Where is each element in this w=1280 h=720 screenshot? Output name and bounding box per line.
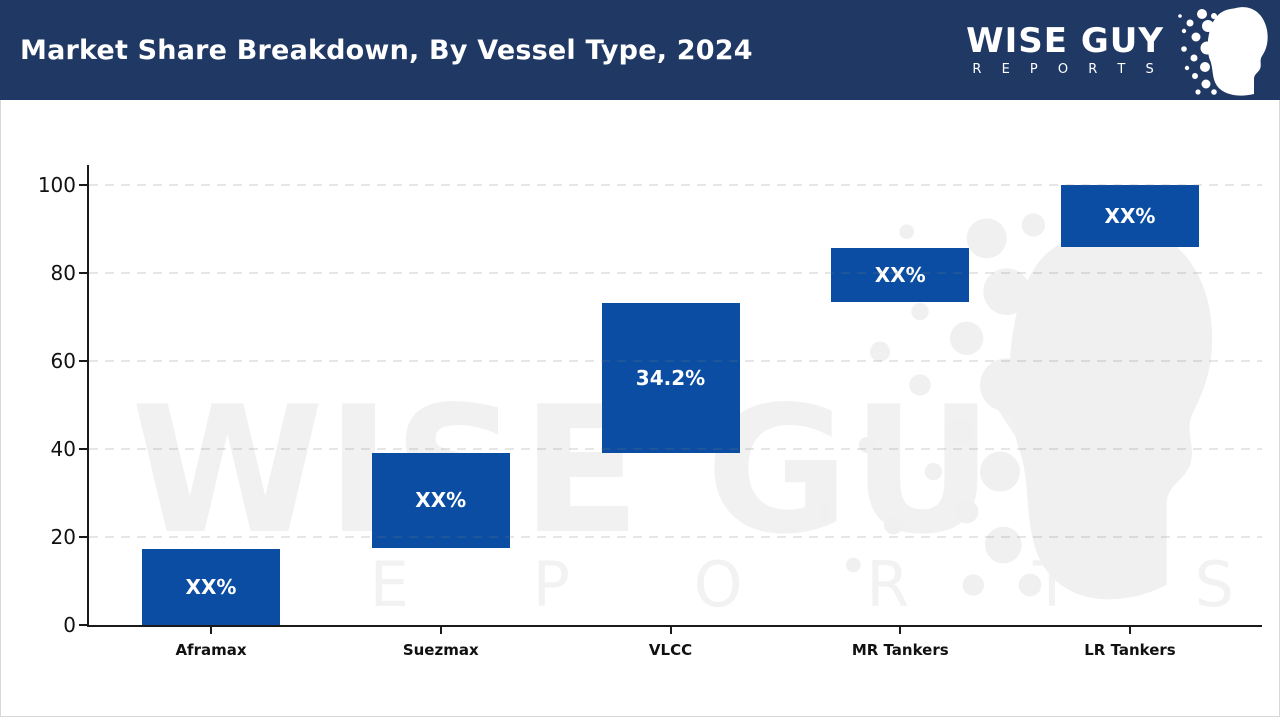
bar-suezmax: XX% — [371, 453, 510, 548]
category-label: Suezmax — [402, 641, 479, 659]
y-tick-label: 60 — [50, 349, 76, 373]
bar-mr-tankers: XX% — [831, 247, 970, 303]
x-tick-mark — [899, 627, 902, 634]
logo-subtext: R E P O R T S — [972, 61, 1162, 77]
y-tick-mark — [79, 272, 87, 274]
gridline — [89, 448, 1262, 450]
category-label: MR Tankers — [851, 641, 949, 659]
y-tick-label: 100 — [37, 173, 76, 197]
y-tick-label: 80 — [50, 261, 76, 285]
dotted-face-icon — [1178, 7, 1268, 96]
y-tick-mark — [79, 184, 87, 186]
y-axis-line — [87, 165, 89, 627]
x-tick-mark — [439, 627, 442, 634]
gridline — [89, 536, 1262, 538]
category-label: LR Tankers — [1084, 641, 1176, 659]
y-tick-mark — [79, 360, 87, 362]
logo-wordmark: WISE GUY — [966, 20, 1164, 61]
watermark-wordmark: WISE GUY — [131, 370, 1125, 573]
y-tick-label: 20 — [50, 525, 76, 549]
y-tick-mark — [79, 448, 87, 450]
x-tick-mark — [1129, 627, 1131, 634]
y-tick-label: 40 — [50, 437, 76, 461]
bar-vlcc: 34.2% — [601, 302, 740, 454]
bar-lr-tankers: XX% — [1061, 185, 1199, 248]
y-tick-label: 0 — [63, 613, 76, 637]
brand-logo: WISE GUY R E P O R T S — [966, 4, 1280, 96]
bar-aframax: XX% — [142, 548, 280, 625]
y-tick-mark — [79, 536, 87, 538]
gridline — [89, 360, 1262, 362]
page-title: Market Share Breakdown, By Vessel Type, … — [20, 34, 753, 66]
gridline — [89, 184, 1262, 186]
category-label: Aframax — [175, 641, 247, 659]
x-tick-mark — [210, 627, 212, 634]
x-axis-line — [87, 625, 1262, 627]
bar-value-label: XX% — [874, 262, 926, 287]
bar-value-label: XX% — [185, 574, 237, 599]
bar-value-label: XX% — [1104, 204, 1156, 229]
category-label: VLCC — [648, 641, 693, 659]
x-tick-mark — [669, 627, 672, 634]
bar-value-label: XX% — [415, 488, 467, 513]
brand-logo-text: WISE GUY R E P O R T S — [966, 24, 1164, 77]
y-tick-mark — [79, 624, 87, 626]
header-bar: Market Share Breakdown, By Vessel Type, … — [0, 0, 1280, 100]
bar-value-label: 34.2% — [635, 366, 706, 391]
gridline — [89, 272, 1262, 274]
